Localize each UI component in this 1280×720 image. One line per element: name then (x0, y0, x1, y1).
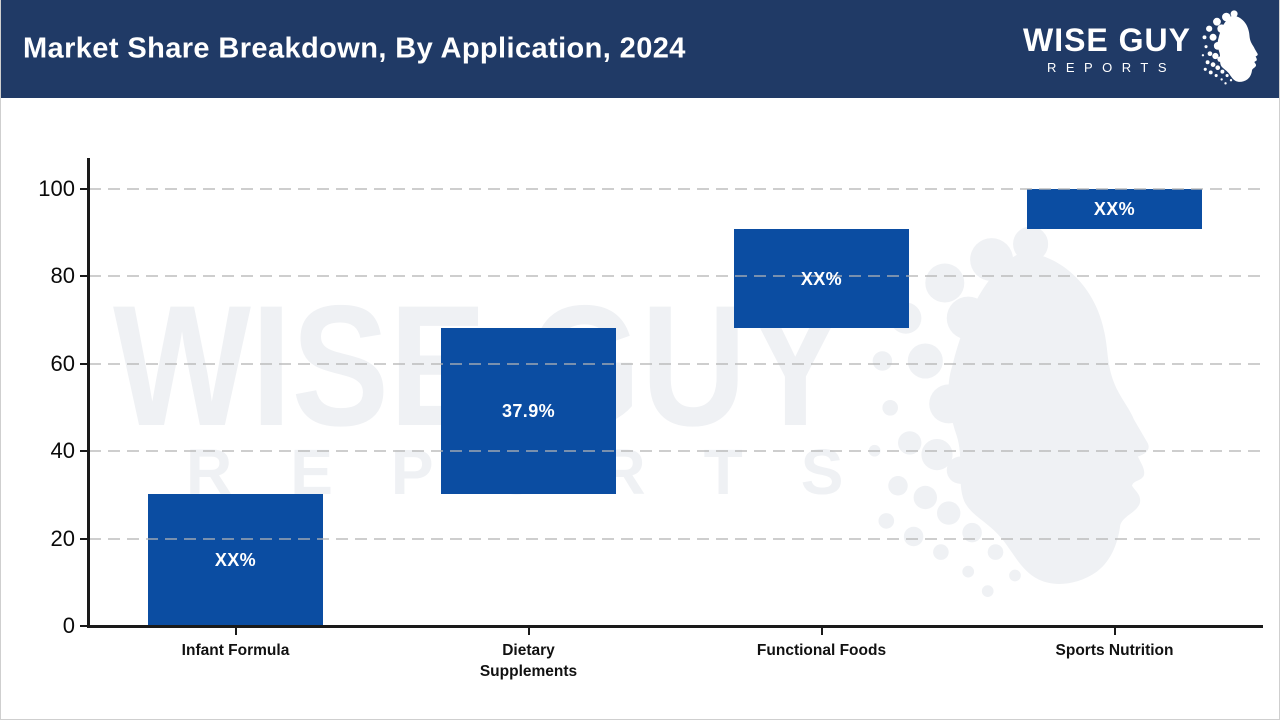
y-tick-0 (80, 625, 89, 627)
gridline-60 (89, 362, 1261, 365)
y-tick-100 (80, 188, 89, 190)
brand-face-icon (1201, 10, 1258, 85)
y-tick-80 (80, 275, 89, 278)
bar-2 (440, 328, 617, 495)
x-category-label-2: Dietary Supplements (479, 642, 578, 680)
brand-logo-text: WISE GUY REPORTS (1023, 24, 1191, 75)
y-tick-60 (80, 362, 89, 365)
header-bar: Market Share Breakdown, By Application, … (1, 0, 1279, 98)
plot-area: XX% 37.9% XX% XX% 0 20 40 60 80 100 Infant Formula… (38, 178, 1261, 680)
y-tick-label-0: 0 (62, 613, 75, 638)
brand-subtext: REPORTS (1046, 59, 1177, 75)
gridline-80 (89, 275, 1261, 278)
x-category-label-4: Sports Nutrition (1055, 642, 1174, 659)
bar-3 (733, 228, 910, 329)
bar-label-1: XX% (214, 550, 257, 571)
x-axis-line (87, 625, 1263, 628)
bar-label-3: XX% (800, 268, 843, 289)
bar-label-2: 37.9% (501, 401, 556, 422)
y-tick-label-60: 60 (50, 350, 75, 376)
x-tick-3 (820, 626, 823, 635)
brand-wordmark: WISE GUY (1022, 21, 1191, 58)
x-tick-2 (527, 626, 530, 635)
bar-4 (1026, 189, 1203, 229)
gridline-40 (89, 450, 1261, 453)
x-category-label-3: Functional Foods (756, 642, 887, 659)
page-title: Market Share Breakdown, By Application, … (23, 32, 686, 65)
x-tick-1 (234, 626, 237, 635)
gridline-100 (89, 188, 1261, 190)
y-tick-label-100: 100 (38, 176, 75, 201)
y-tick-40 (80, 450, 89, 453)
gridline-20 (89, 537, 1261, 540)
x-tick-4 (1113, 626, 1116, 635)
x-category-label-1: Infant Formula (181, 642, 290, 659)
bar-1 (147, 494, 324, 626)
y-axis-line (87, 158, 90, 627)
y-tick-label-40: 40 (50, 438, 75, 464)
y-tick-label-20: 20 (50, 525, 75, 551)
y-tick-label-80: 80 (50, 263, 75, 289)
brand-logo: WISE GUY REPORTS (1023, 8, 1267, 90)
bar-label-4: XX% (1093, 198, 1136, 219)
y-tick-20 (80, 537, 89, 540)
